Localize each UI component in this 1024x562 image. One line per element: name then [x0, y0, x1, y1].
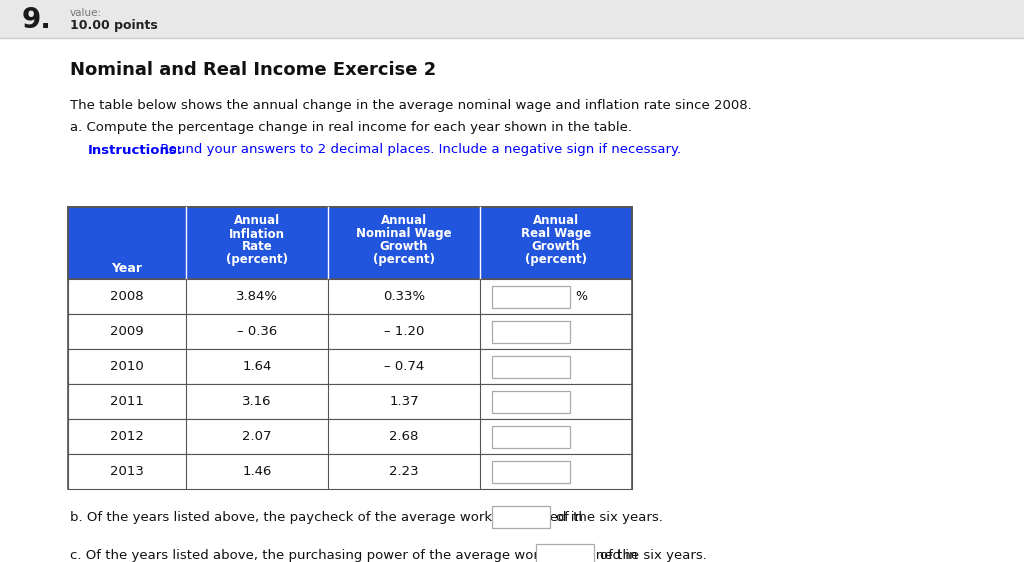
Bar — [492, 460, 570, 483]
Text: c. Of the years listed above, the purchasing power of the average worker decline: c. Of the years listed above, the purcha… — [70, 549, 638, 561]
Text: %: % — [575, 290, 587, 303]
Bar — [492, 391, 570, 413]
Text: 2008: 2008 — [111, 290, 143, 303]
Bar — [537, 544, 594, 562]
Text: 10.00 points: 10.00 points — [70, 20, 158, 33]
Bar — [492, 506, 550, 528]
Text: – 0.36: – 0.36 — [237, 325, 278, 338]
Text: 0.33%: 0.33% — [383, 290, 425, 303]
Text: Annual: Annual — [532, 215, 579, 228]
Text: value:: value: — [70, 8, 102, 18]
Text: Growth: Growth — [531, 241, 581, 253]
Text: 2.23: 2.23 — [389, 465, 419, 478]
Text: Instructions:: Instructions: — [88, 143, 183, 156]
Text: 3.84%: 3.84% — [236, 290, 278, 303]
Text: 2.07: 2.07 — [243, 430, 271, 443]
Text: Growth: Growth — [380, 241, 428, 253]
Text: Rate: Rate — [242, 241, 272, 253]
Bar — [68, 349, 632, 384]
Bar — [492, 320, 570, 342]
Text: – 1.20: – 1.20 — [384, 325, 424, 338]
Text: 3.16: 3.16 — [243, 395, 271, 408]
Text: 1.37: 1.37 — [389, 395, 419, 408]
Text: The table below shows the annual change in the average nominal wage and inflatio: The table below shows the annual change … — [70, 98, 752, 111]
Text: 9.: 9. — [22, 6, 52, 34]
Bar — [0, 0, 1024, 38]
Text: of the six years.: of the six years. — [600, 549, 708, 561]
Text: 2011: 2011 — [110, 395, 144, 408]
Bar — [68, 419, 632, 454]
Text: 2009: 2009 — [111, 325, 143, 338]
Text: Annual: Annual — [381, 215, 427, 228]
Text: 1.46: 1.46 — [243, 465, 271, 478]
Text: of the six years.: of the six years. — [556, 510, 663, 523]
Text: 2.68: 2.68 — [389, 430, 419, 443]
Bar — [68, 207, 632, 279]
Text: 1.64: 1.64 — [243, 360, 271, 373]
Text: (percent): (percent) — [373, 253, 435, 266]
Text: 2012: 2012 — [110, 430, 144, 443]
Bar — [492, 356, 570, 378]
Text: Nominal and Real Income Exercise 2: Nominal and Real Income Exercise 2 — [70, 61, 436, 79]
Text: Year: Year — [112, 262, 142, 275]
Text: 2013: 2013 — [110, 465, 144, 478]
Text: Nominal Wage: Nominal Wage — [356, 228, 452, 241]
Text: Round your answers to 2 decimal places. Include a negative sign if necessary.: Round your answers to 2 decimal places. … — [156, 143, 681, 156]
Bar — [68, 384, 632, 419]
Bar — [492, 285, 570, 307]
Text: 2010: 2010 — [111, 360, 144, 373]
Text: Inflation: Inflation — [229, 228, 285, 241]
Text: (percent): (percent) — [226, 253, 288, 266]
Bar — [68, 454, 632, 489]
Text: b. Of the years listed above, the paycheck of the average worker declined in: b. Of the years listed above, the payche… — [70, 510, 583, 523]
Text: Real Wage: Real Wage — [521, 228, 591, 241]
Text: (percent): (percent) — [525, 253, 587, 266]
Bar — [492, 425, 570, 447]
Text: – 0.74: – 0.74 — [384, 360, 424, 373]
Bar — [68, 279, 632, 314]
Text: a. Compute the percentage change in real income for each year shown in the table: a. Compute the percentage change in real… — [70, 121, 632, 134]
Bar — [68, 314, 632, 349]
Text: Annual: Annual — [233, 215, 280, 228]
